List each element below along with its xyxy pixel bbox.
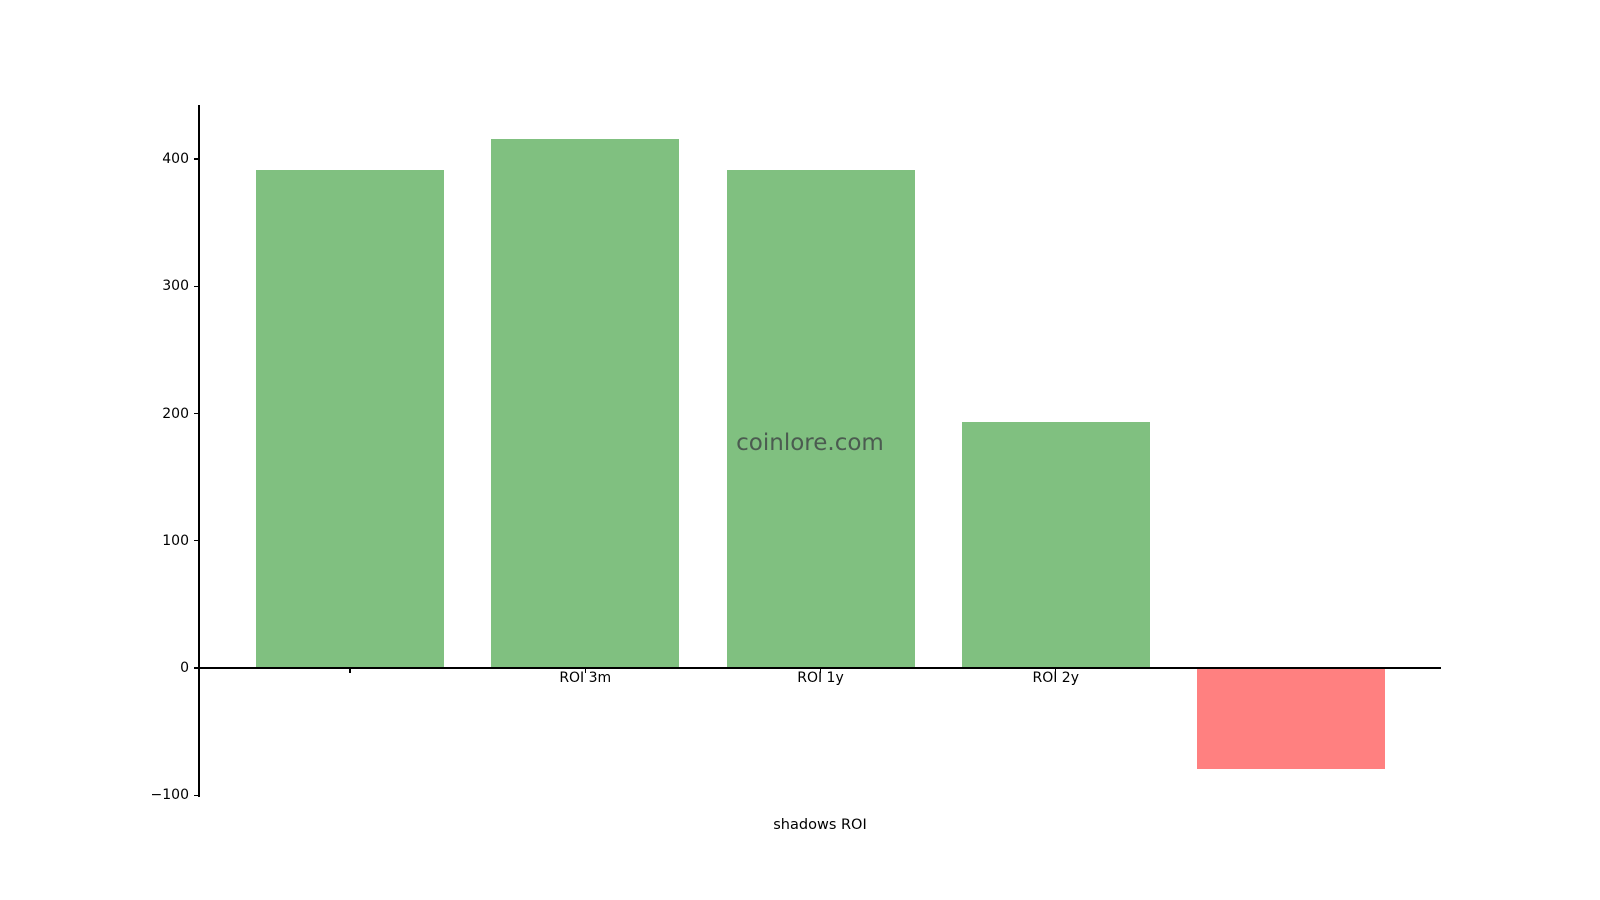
bar-ROI 1y — [726, 170, 915, 668]
y-tick-label: −100 — [150, 787, 189, 804]
x-axis-title: shadows ROI — [773, 817, 867, 833]
bar-ROI 2y — [961, 422, 1150, 668]
x-tick-label: ROI 2y — [1032, 669, 1080, 686]
y-tick-label: 300 — [162, 278, 189, 295]
y-tick-mark — [194, 285, 199, 287]
x-tick-label: ROI 1y — [797, 669, 844, 686]
y-tick-label: 100 — [162, 532, 189, 549]
y-tick-mark — [194, 540, 199, 542]
x-tick-mark — [1055, 668, 1057, 673]
x-tick-mark — [819, 668, 822, 673]
x-tick-label: ROI 3m — [559, 669, 612, 686]
bar-unlabeled-4 — [1197, 668, 1385, 770]
y-tick-label: 400 — [162, 151, 189, 167]
bar-unlabeled-0 — [256, 170, 444, 668]
y-tick-mark — [194, 794, 199, 796]
x-axis-line — [198, 667, 1442, 669]
y-tick-label: 0 — [180, 660, 189, 676]
y-axis-line — [198, 105, 200, 797]
bar-ROI 3m — [491, 138, 680, 668]
x-tick-mark — [349, 668, 351, 673]
x-tick-mark — [584, 668, 586, 673]
y-tick-label: 200 — [162, 405, 189, 422]
y-tick-mark — [194, 158, 199, 160]
y-tick-mark — [194, 412, 199, 415]
y-tick-mark — [194, 667, 199, 669]
watermark: coinlore.com — [736, 430, 884, 456]
